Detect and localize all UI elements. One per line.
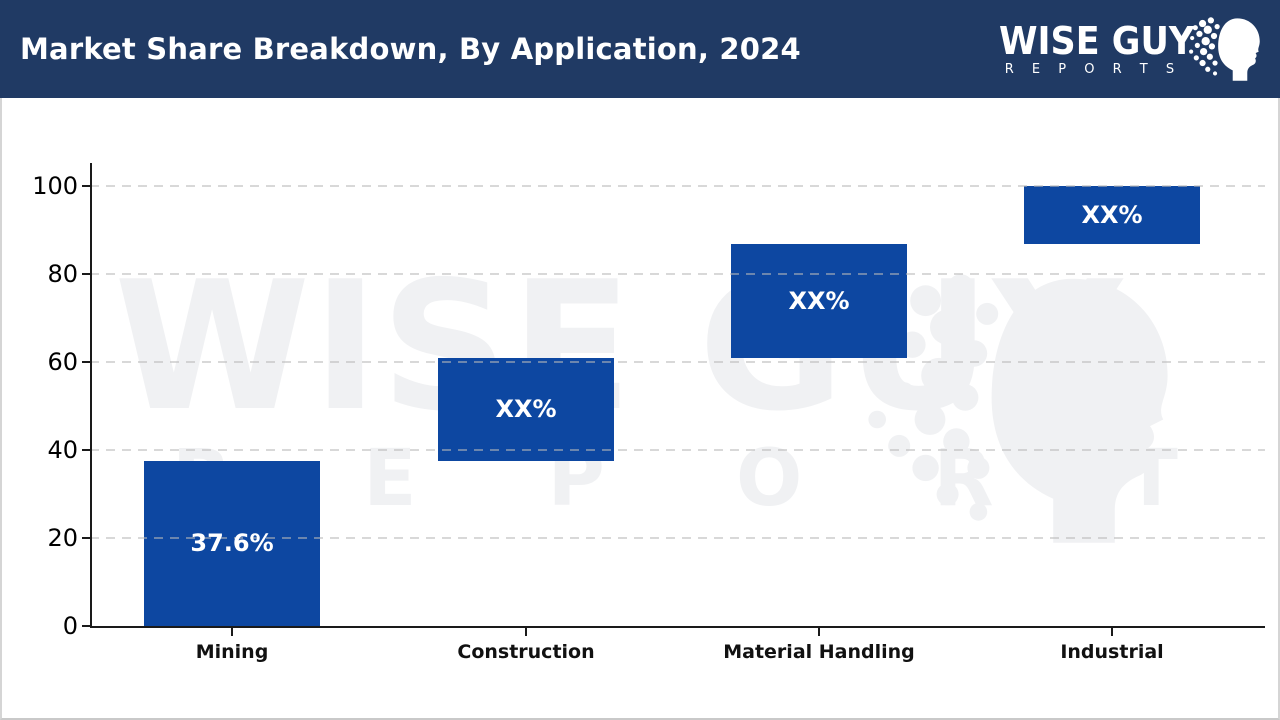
chart-canvas: WISE GUY R E P O R T S 02040608010037.6%…	[0, 98, 1280, 720]
brand-logo: WISE GUY R E P O R T S	[982, 0, 1266, 98]
y-tick-mark	[82, 537, 90, 539]
bar-construction	[438, 357, 614, 461]
bar-value-label: 37.6%	[190, 529, 274, 558]
category-label: Industrial	[1060, 641, 1164, 663]
y-tick-label: 20	[47, 524, 78, 552]
category-label: Construction	[457, 641, 595, 663]
y-tick-mark	[82, 361, 90, 363]
x-axis-line	[90, 626, 1265, 628]
y-axis-line	[90, 163, 92, 628]
gridline	[90, 449, 1265, 451]
y-tick-label: 40	[47, 436, 78, 464]
y-tick-mark	[82, 273, 90, 275]
bar-material-handling	[731, 244, 907, 358]
bar-value-label: XX%	[788, 286, 850, 315]
dot-face-icon	[1189, 17, 1260, 81]
y-tick-mark	[82, 185, 90, 187]
x-tick-mark	[231, 628, 233, 636]
bar-mining	[144, 460, 320, 626]
category-label: Mining	[195, 641, 269, 663]
category-label: Material Handling	[723, 641, 915, 663]
y-tick-mark	[82, 625, 90, 627]
y-tick-label: 0	[62, 612, 78, 640]
x-tick-mark	[1111, 628, 1113, 636]
y-tick-label: 100	[32, 172, 78, 200]
reports-wordmark: R E P O R T S	[1004, 62, 1182, 77]
x-tick-mark	[525, 628, 527, 636]
y-tick-label: 60	[47, 348, 78, 376]
x-tick-mark	[818, 628, 820, 636]
gridline	[90, 185, 1265, 187]
gridline	[90, 273, 1265, 275]
gridline	[90, 361, 1265, 363]
header-bar: Market Share Breakdown, By Application, …	[0, 0, 1280, 98]
bar-industrial	[1024, 186, 1200, 245]
brand-wordmark: WISE GUY R E P O R T S	[982, 22, 1194, 76]
page-title: Market Share Breakdown, By Application, …	[20, 32, 801, 66]
bar-value-label: XX%	[1081, 201, 1143, 230]
y-tick-label: 80	[47, 260, 78, 288]
wiseguy-wordmark: WISE GUY	[998, 19, 1194, 63]
y-tick-mark	[82, 449, 90, 451]
bar-value-label: XX%	[495, 395, 557, 424]
gridline	[90, 537, 1265, 539]
